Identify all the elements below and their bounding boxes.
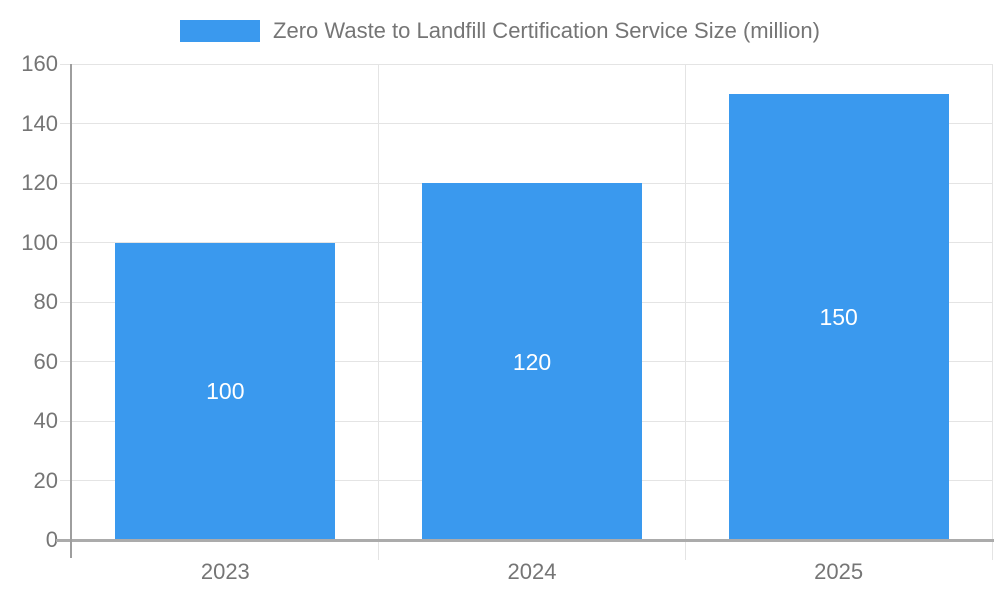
y-axis-tick-label: 0 — [45, 527, 58, 552]
y-axis-tick-label: 120 — [21, 170, 58, 195]
bar — [728, 93, 949, 540]
y-axis-tick-label: 20 — [33, 467, 58, 493]
bar — [422, 183, 642, 540]
x-axis-tick-label: 2025 — [814, 559, 864, 584]
y-gridline — [60, 123, 992, 124]
category-gridline — [991, 64, 993, 560]
x-axis-tick-label: 2024 — [507, 559, 557, 584]
y-axis-tick-label: 140 — [21, 110, 58, 136]
y-axis-line — [70, 64, 72, 558]
legend-swatch-icon — [180, 20, 261, 42]
x-axis-line — [56, 538, 994, 542]
category-gridline — [684, 64, 686, 560]
y-axis-tick-label: 60 — [33, 348, 58, 374]
y-axis-tick-label: 100 — [21, 229, 58, 255]
y-axis-tick-label: 80 — [33, 289, 58, 314]
y-axis-tick-label: 160 — [21, 51, 58, 76]
bar — [115, 242, 336, 540]
x-axis-tick-label: 2023 — [200, 559, 250, 584]
bar-value-label: 100 — [206, 378, 245, 405]
legend-label: Zero Waste to Landfill Certification Ser… — [273, 18, 820, 43]
bar-value-label: 120 — [512, 348, 552, 375]
y-axis-tick-label: 40 — [33, 408, 58, 433]
y-gridline — [60, 63, 992, 65]
bar-value-label: 150 — [819, 303, 858, 330]
category-gridline — [378, 64, 380, 560]
legend: Zero Waste to Landfill Certification Ser… — [0, 16, 1000, 46]
